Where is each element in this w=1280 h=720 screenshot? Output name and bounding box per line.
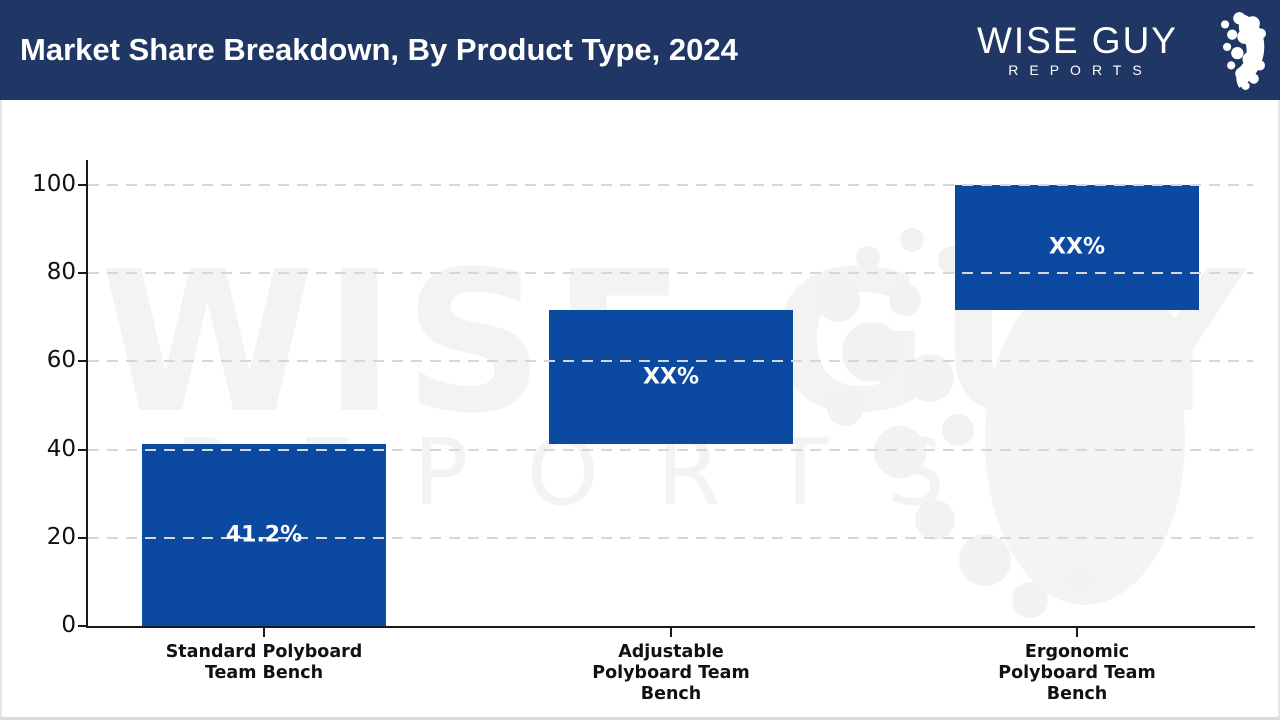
x-category-label-line: Bench xyxy=(640,684,702,704)
x-category-label-line: Adjustable xyxy=(618,642,724,662)
watermark-dot xyxy=(827,390,863,426)
watermark-dot xyxy=(856,246,880,270)
y-tick-label-0: 0 xyxy=(61,612,76,638)
watermark-dot xyxy=(1012,582,1048,618)
x-category-label-line: Team Bench xyxy=(204,663,324,683)
content-frame xyxy=(0,100,1280,720)
logo-reports-label: REPORTS xyxy=(1008,61,1153,78)
y-tick-mark-0 xyxy=(78,625,87,627)
bar-value-label: XX% xyxy=(643,364,699,390)
bar-value-label: XX% xyxy=(1049,234,1105,260)
y-tick-mark-100 xyxy=(78,184,87,186)
page-title: Market Share Breakdown, By Product Type,… xyxy=(20,32,738,67)
y-tick-label-40: 40 xyxy=(46,435,76,462)
watermark-face-blob xyxy=(985,275,1185,605)
bar-segment xyxy=(142,444,386,626)
x-category-label-line: Polyboard Team xyxy=(998,663,1156,683)
logo-wiseguy-label: WISE GUY xyxy=(976,19,1178,61)
bar-segment xyxy=(549,309,793,445)
x-tick-mark xyxy=(1076,628,1078,637)
y-axis-line xyxy=(86,160,88,628)
y-tick-mark-60 xyxy=(78,360,87,363)
y-tick-mark-80 xyxy=(78,272,87,275)
watermark-dot xyxy=(816,278,860,322)
x-category-label: Standard Polyboard Team Bench xyxy=(124,642,404,684)
y-tick-mark-40 xyxy=(78,448,87,451)
y-tick-mark-20 xyxy=(78,536,87,539)
gridline-40 xyxy=(88,448,1253,451)
header-bar: Market Share Breakdown, By Product Type,… xyxy=(0,0,1280,100)
watermark-dot xyxy=(959,534,1011,586)
gridline-60 xyxy=(88,360,1253,363)
y-tick-label-20: 20 xyxy=(46,523,76,550)
x-category-label-line: Standard Polyboard xyxy=(165,642,363,662)
gridline-20 xyxy=(88,536,1253,539)
watermark-dot xyxy=(1066,566,1094,594)
x-category-label: Ergonomic Polyboard Team Bench xyxy=(937,642,1217,705)
watermark-dot xyxy=(900,228,924,252)
logo-text: WISE GUY REPORTS xyxy=(976,19,1178,78)
x-category-label: Adjustable Polyboard Team Bench xyxy=(531,642,811,705)
watermark-dot xyxy=(889,284,921,316)
watermark-dot xyxy=(874,426,926,478)
bar-segment xyxy=(955,185,1199,310)
gridline-80 xyxy=(88,272,1253,275)
x-tick-mark xyxy=(670,628,672,637)
bar-value-label: 41.2% xyxy=(225,522,303,548)
watermark-dot xyxy=(842,322,902,382)
gridline-100 xyxy=(88,184,1253,186)
y-tick-label-100: 100 xyxy=(32,171,76,197)
x-category-label-line: Bench xyxy=(1046,684,1108,704)
watermark-dot xyxy=(942,414,974,446)
watermark-dot xyxy=(915,500,955,540)
wise-guy-reports-logo: WISE GUY REPORTS xyxy=(977,6,1266,92)
y-tick-label-80: 80 xyxy=(46,259,76,286)
x-axis-line xyxy=(86,626,1255,628)
y-tick-label-60: 60 xyxy=(46,347,76,374)
x-tick-mark xyxy=(263,628,265,637)
x-category-label-line: Ergonomic xyxy=(1024,642,1130,662)
x-category-label-line: Polyboard Team xyxy=(592,663,750,683)
logo-face-icon xyxy=(1220,12,1266,90)
